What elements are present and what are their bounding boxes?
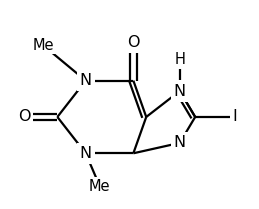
Text: Me: Me [89, 179, 111, 194]
Text: O: O [17, 108, 31, 126]
Text: Me: Me [32, 38, 54, 53]
Text: I: I [233, 110, 238, 124]
Text: I: I [232, 108, 238, 126]
Text: O: O [126, 33, 141, 51]
Text: H: H [173, 52, 186, 67]
Text: N: N [174, 84, 186, 98]
Text: N: N [80, 73, 92, 88]
Text: N: N [78, 72, 93, 90]
Text: N: N [78, 144, 93, 162]
Text: N: N [80, 146, 92, 161]
Text: N: N [172, 134, 187, 152]
Text: H: H [174, 52, 185, 67]
Text: O: O [18, 110, 30, 124]
Text: N: N [172, 82, 187, 100]
Text: O: O [127, 35, 140, 50]
Text: Me: Me [30, 38, 57, 53]
Text: N: N [174, 135, 186, 150]
Text: Me: Me [87, 179, 113, 194]
